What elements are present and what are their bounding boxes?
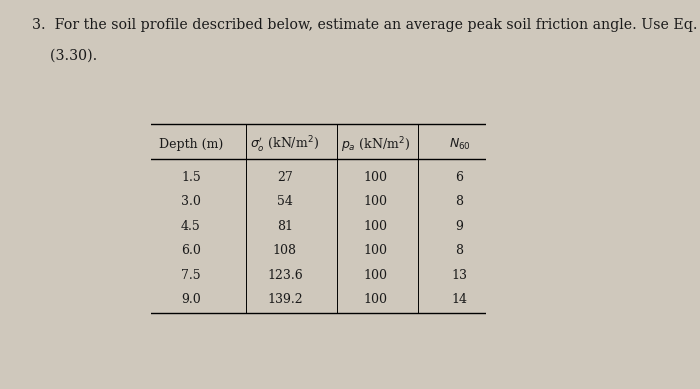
Text: 14: 14 (452, 293, 468, 307)
Text: 3.  For the soil profile described below, estimate an average peak soil friction: 3. For the soil profile described below,… (32, 18, 697, 32)
Text: 54: 54 (277, 195, 293, 209)
Text: 8: 8 (456, 244, 463, 258)
Text: 100: 100 (363, 244, 388, 258)
Text: 6: 6 (456, 171, 463, 184)
Text: 100: 100 (363, 195, 388, 209)
Text: 27: 27 (277, 171, 293, 184)
Text: 100: 100 (363, 293, 388, 307)
Text: 9: 9 (456, 220, 463, 233)
Text: 123.6: 123.6 (267, 269, 303, 282)
Text: 9.0: 9.0 (181, 293, 201, 307)
Text: 100: 100 (363, 220, 388, 233)
Text: $p_a$ (kN/m$^2$): $p_a$ (kN/m$^2$) (341, 135, 410, 154)
Text: (3.30).: (3.30). (32, 49, 97, 63)
Text: 3.0: 3.0 (181, 195, 201, 209)
Text: 100: 100 (363, 171, 388, 184)
Text: 108: 108 (273, 244, 297, 258)
Text: 81: 81 (277, 220, 293, 233)
Text: 8: 8 (456, 195, 463, 209)
Text: 6.0: 6.0 (181, 244, 201, 258)
Text: 100: 100 (363, 269, 388, 282)
Text: 13: 13 (452, 269, 468, 282)
Text: $\sigma_o^\prime$ (kN/m$^2$): $\sigma_o^\prime$ (kN/m$^2$) (251, 135, 319, 155)
Text: $N_{60}$: $N_{60}$ (449, 137, 470, 152)
Text: 139.2: 139.2 (267, 293, 302, 307)
Text: 7.5: 7.5 (181, 269, 201, 282)
Text: 1.5: 1.5 (181, 171, 201, 184)
Text: 4.5: 4.5 (181, 220, 201, 233)
Text: Depth (m): Depth (m) (159, 138, 223, 151)
